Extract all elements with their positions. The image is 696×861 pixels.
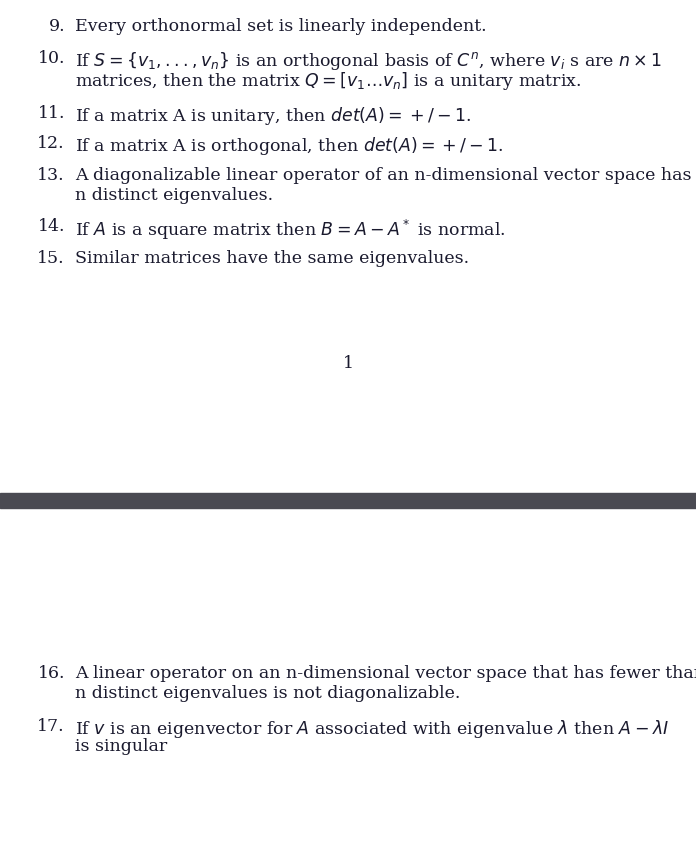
- Text: If a matrix A is orthogonal, then $\mathit{det}(A) = +/-1$.: If a matrix A is orthogonal, then $\math…: [75, 135, 504, 157]
- Text: 11.: 11.: [38, 105, 65, 122]
- Text: n distinct eigenvalues.: n distinct eigenvalues.: [75, 187, 273, 204]
- Text: 1: 1: [342, 355, 354, 372]
- Text: 14.: 14.: [38, 218, 65, 235]
- Text: Every orthonormal set is linearly independent.: Every orthonormal set is linearly indepe…: [75, 18, 487, 35]
- Text: 10.: 10.: [38, 50, 65, 67]
- Text: A diagonalizable linear operator of an n-dimensional vector space has: A diagonalizable linear operator of an n…: [75, 167, 692, 184]
- Text: is singular: is singular: [75, 738, 167, 755]
- Text: A linear operator on an n-dimensional vector space that has fewer than: A linear operator on an n-dimensional ve…: [75, 665, 696, 682]
- Text: If $v$ is an eigenvector for $A$ associated with eigenvalue $\lambda$ then $A - : If $v$ is an eigenvector for $A$ associa…: [75, 718, 669, 740]
- Text: 12.: 12.: [38, 135, 65, 152]
- Text: n distinct eigenvalues is not diagonalizable.: n distinct eigenvalues is not diagonaliz…: [75, 685, 460, 702]
- Text: 9.: 9.: [49, 18, 65, 35]
- Text: If a matrix A is unitary, then $\mathit{det}(A) = +/-1$.: If a matrix A is unitary, then $\mathit{…: [75, 105, 471, 127]
- Text: 13.: 13.: [38, 167, 65, 184]
- Text: If $S = \{v_1, ..., v_n\}$ is an orthogonal basis of $C^n$, where $v_i$ s are $n: If $S = \{v_1, ..., v_n\}$ is an orthogo…: [75, 50, 662, 72]
- Text: matrices, then the matrix $Q = [v_1 \ldots v_n]$ is a unitary matrix.: matrices, then the matrix $Q = [v_1 \ldo…: [75, 70, 581, 92]
- Text: 17.: 17.: [38, 718, 65, 735]
- Text: If $A$ is a square matrix then $B = A - A^*$ is normal.: If $A$ is a square matrix then $B = A - …: [75, 218, 505, 242]
- Bar: [0, 493, 696, 508]
- Text: 16.: 16.: [38, 665, 65, 682]
- Text: Similar matrices have the same eigenvalues.: Similar matrices have the same eigenvalu…: [75, 250, 469, 267]
- Text: 15.: 15.: [38, 250, 65, 267]
